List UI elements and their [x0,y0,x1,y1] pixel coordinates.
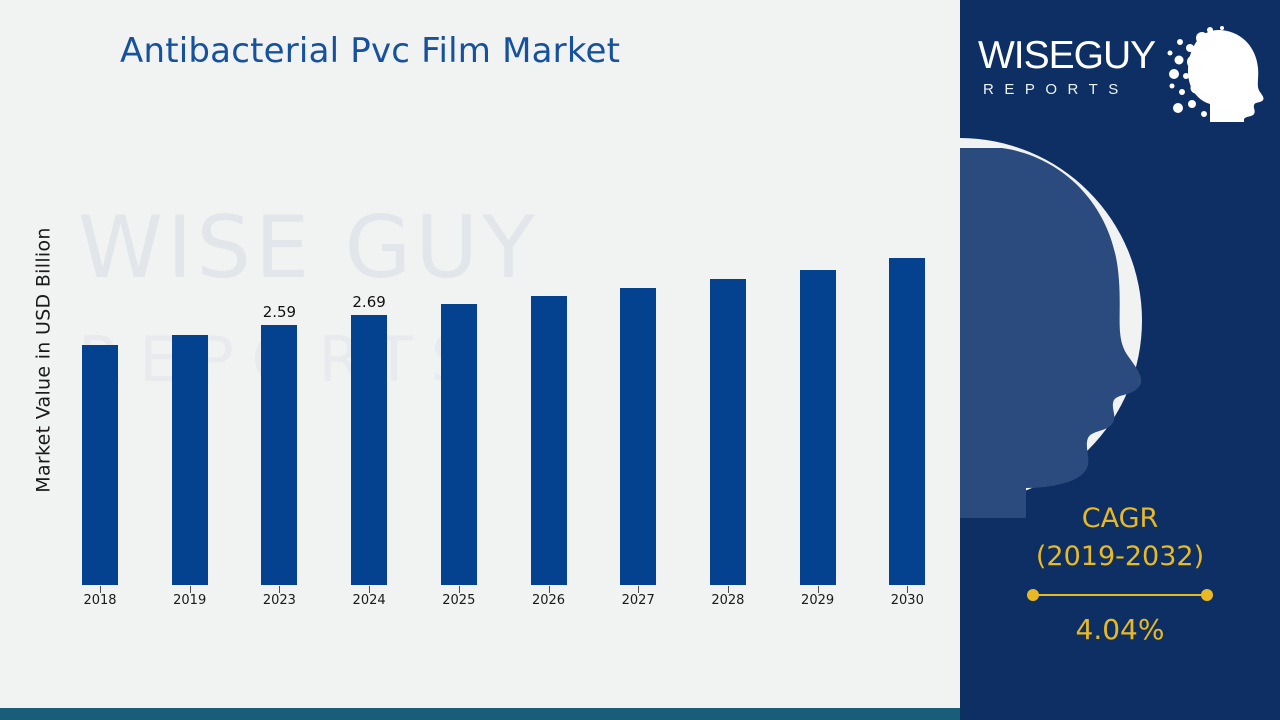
x-axis-label-2030: 2030 [890,593,924,608]
bar-2028 [709,279,746,585]
x-axis-label-2026: 2026 [531,593,566,608]
page-title: Antibacterial Pvc Film Market [120,31,621,71]
dotted-head-profile-icon [1167,26,1264,122]
bar-2019 [171,334,208,585]
x-axis-tick-2030 [907,586,909,593]
bar-2027 [620,288,657,585]
divider-line [1033,594,1207,596]
logo-wordmark-primary: WISEGUY [978,34,1156,77]
logo-wordmark-secondary: REPORTS [983,81,1129,98]
bar-2025 [440,304,477,585]
chart-panel: Antibacterial Pvc Film Market WISE GUY R… [0,31,960,720]
x-axis-label-2027: 2027 [621,593,655,608]
face-silhouette-icon [960,148,1142,518]
brand-panel: WISEGUY REPORTS CAGR (2019-2032) [960,0,1280,720]
brand-logo: WISEGUY REPORTS [970,26,1270,122]
cagr-range: (2019-2032) [1035,541,1205,572]
x-axis-label-2018: 2018 [83,593,117,608]
x-axis-label-2028: 2028 [711,593,745,608]
x-axis-tick-2018 [100,586,101,593]
bar-2023 [261,324,298,585]
x-axis-tick-2025 [458,586,460,593]
x-axis-tick-2023 [279,586,281,593]
plot-area: 2018 2019 2.59 2023 2.69 2024 2025 2026 2027 2028… [82,258,926,608]
bar-2030 [889,258,926,585]
bar-value-label-2023: 2.59 [262,302,297,321]
cagr-block: CAGR (2019-2032) 4.04% [960,500,1280,646]
x-axis-tick-2027 [638,586,640,593]
cagr-label: CAGR [1081,503,1159,534]
x-axis-label-2019: 2019 [173,593,207,608]
x-axis-label-2025: 2025 [442,593,476,608]
x-axis-label-2024: 2024 [352,593,386,608]
x-axis-label-2023: 2023 [262,593,296,608]
bar-2018 [82,344,118,585]
bar-value-label-2024: 2.69 [352,292,386,311]
bar-2024 [351,314,388,585]
bar-2029 [799,270,836,585]
x-axis-tick-2029 [817,586,819,593]
x-axis-tick-2024 [369,586,371,593]
x-axis-label-2029: 2029 [801,593,835,608]
divider-dot-right [1201,589,1213,601]
bar-2026 [530,296,567,585]
x-axis-tick-2026 [548,586,550,593]
cagr-value: 4.04% [1075,613,1165,646]
bottom-accent-strip [0,708,960,720]
x-axis-tick-2019 [189,586,191,593]
x-axis-tick-2028 [727,586,729,593]
cagr-divider [1027,589,1213,601]
